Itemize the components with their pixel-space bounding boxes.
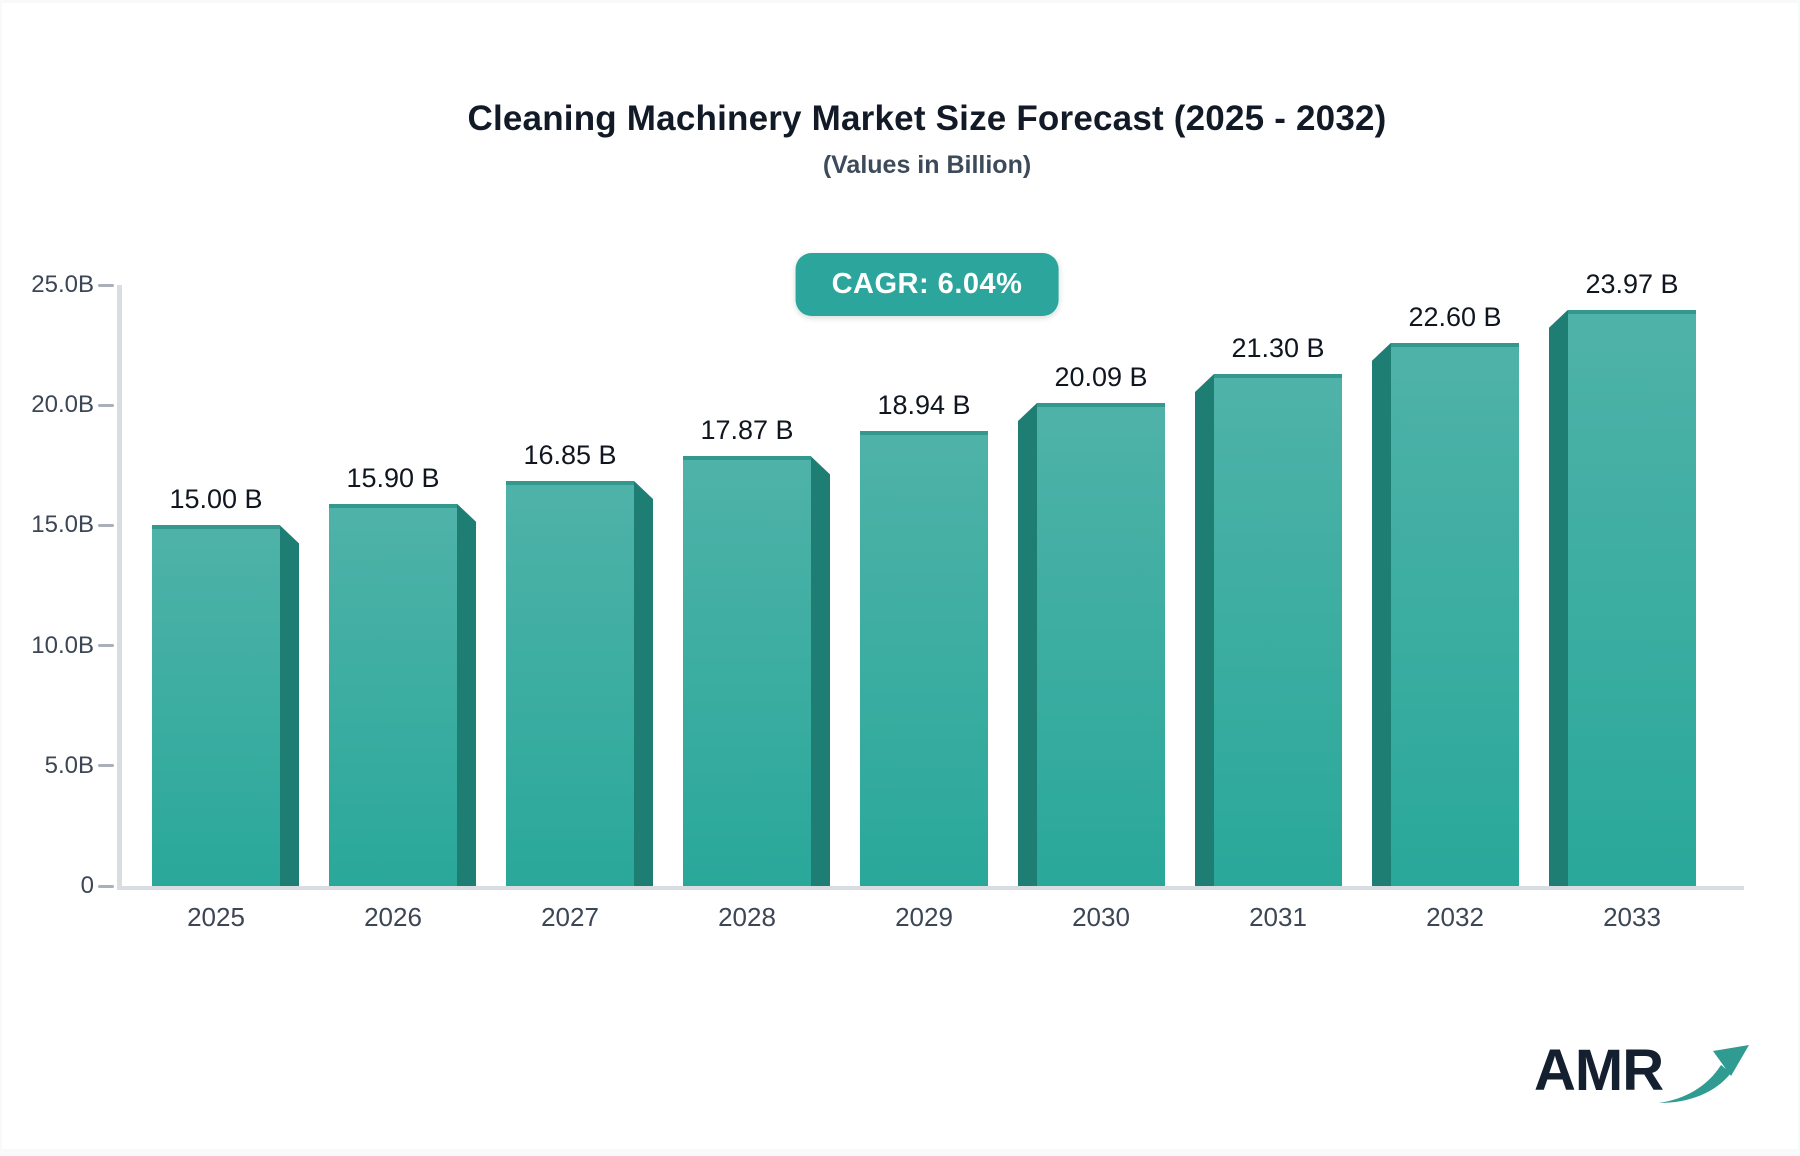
chart-subtitle: (Values in Billion) (822, 151, 1032, 179)
y-tick-mark (98, 403, 114, 407)
y-tick-mark (98, 644, 114, 648)
y-tick-label: 15.0B (31, 511, 94, 539)
y-tick-label: 20.0B (31, 391, 94, 419)
bar-value-label: 15.90 B (346, 462, 440, 493)
x-axis-label: 2025 (187, 902, 245, 932)
bar-main-face (860, 430, 988, 886)
y-tick-mark (98, 523, 114, 527)
x-axis-label: 2026 (364, 902, 422, 932)
amr-logo: AMR (1534, 1039, 1753, 1107)
bar-main-face (683, 456, 811, 886)
bar-main-face (152, 525, 280, 886)
bar-side-face (634, 480, 653, 886)
cagr-badge: CAGR: 6.04% (795, 253, 1059, 316)
x-axis-label: 2032 (1426, 902, 1484, 932)
bar-side-face (811, 456, 830, 886)
bar-value-label: 22.60 B (1408, 301, 1502, 332)
x-axis-label: 2031 (1249, 902, 1307, 932)
y-tick-label: 10.0B (31, 631, 94, 659)
arrow-swoosh (1659, 1065, 1732, 1103)
x-axis-label: 2027 (541, 902, 599, 932)
bar-side-face (1549, 309, 1568, 886)
bar-side-face (457, 503, 476, 886)
x-axis-label: 2033 (1603, 902, 1661, 932)
chart-card: Cleaning Machinery Market Size Forecast … (2, 3, 1798, 1149)
amr-logo-text: AMR (1534, 1038, 1664, 1103)
bar-side-face (1018, 403, 1037, 886)
plot-area: 25.0B 20.0B 15.0B 10.0B 5.0B 0 15.00 B 2025 15.9… (31, 269, 1744, 932)
bar-value-label: 21.30 B (1231, 332, 1325, 363)
y-tick-mark (98, 283, 114, 287)
bar-main-face (1391, 342, 1519, 886)
bar-value-label: 23.97 B (1585, 268, 1679, 299)
bar-main-face (329, 503, 457, 886)
trending-up-arrow-icon (1659, 1045, 1750, 1103)
x-axis-label: 2030 (1072, 902, 1130, 932)
y-tick-label: 0 (80, 872, 94, 899)
bar-main-face (1214, 373, 1342, 886)
bar-main-face (506, 480, 634, 886)
bar-side-face (280, 525, 299, 886)
bar-value-label: 16.85 B (523, 439, 617, 470)
y-tick-mark (98, 764, 114, 768)
bar-main-face (1568, 309, 1696, 886)
x-axis-label: 2028 (718, 902, 776, 932)
bar-side-face (1372, 342, 1391, 886)
bar-side-face (1195, 373, 1214, 886)
y-tick-mark (98, 884, 114, 888)
bar-main-face (1037, 403, 1165, 886)
y-tick-label: 25.0B (31, 271, 94, 298)
chart-title: Cleaning Machinery Market Size Forecast … (467, 99, 1387, 138)
arrow-head (1713, 1045, 1750, 1076)
y-tick-label: 5.0B (44, 751, 94, 779)
bar-value-label: 17.87 B (700, 415, 794, 446)
bar-value-label: 18.94 B (877, 389, 971, 420)
x-axis-label: 2029 (895, 902, 953, 932)
bar-value-label: 15.00 B (169, 484, 263, 515)
bar-value-label: 20.09 B (1054, 362, 1148, 393)
